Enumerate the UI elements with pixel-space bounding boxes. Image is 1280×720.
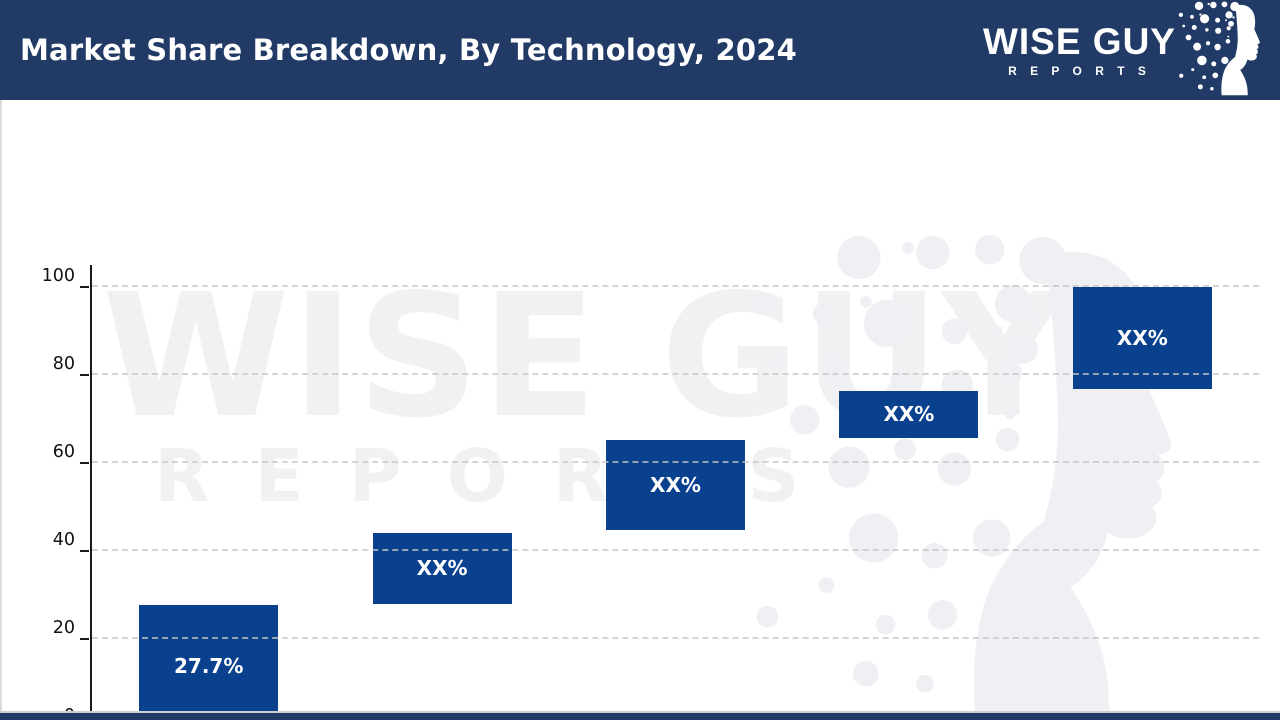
header: Market Share Breakdown, By Technology, 2… (0, 0, 1280, 100)
gridline-y-40 (92, 549, 1259, 551)
ytick-label-40: 40 (52, 530, 75, 550)
head-dots (1178, 1, 1240, 91)
ytick-mark-40 (80, 549, 89, 552)
ytick-mark-80 (80, 373, 89, 376)
bar-magnetic-particle-testing (372, 532, 512, 604)
bar-radiographic-testing (606, 440, 745, 530)
bar-value-label: 27.7% (173, 654, 244, 679)
ytick-label-60: 60 (52, 442, 75, 463)
bar-liquid-penetrant-testing (1072, 287, 1212, 390)
bar-value-label: XX% (416, 556, 468, 581)
gridline-y-80 (92, 373, 1259, 375)
bar-value-label: XX% (883, 402, 935, 427)
bar-ultrasonic-testing (139, 605, 279, 720)
gridline-y-20 (92, 637, 1259, 639)
gridline-y-60 (92, 461, 1259, 463)
brand-head-icon (1178, 0, 1266, 100)
ytick-label-100: 100 (41, 266, 75, 286)
brand-wordmark: WISE GUY R E P O R T S (983, 23, 1176, 77)
bar-value-label: XX% (650, 473, 701, 497)
page-title: Market Share Breakdown, By Technology, 2… (20, 33, 798, 67)
gridline-y-100 (92, 285, 1259, 287)
ytick-mark-60 (80, 461, 89, 465)
ytick-label-80: 80 (52, 354, 75, 374)
bar-value-label: XX% (1116, 326, 1168, 351)
brand-name: WISE GUY (982, 21, 1176, 62)
bar-eddy-current-testing (839, 390, 979, 438)
footer-bar (0, 711, 1280, 720)
ytick-mark-100 (80, 285, 89, 288)
plot: 02040608010027.7%Ultrasonic TestingXX%Ma… (42, 265, 1259, 720)
head-dots (754, 234, 1067, 693)
chart-area: WISE GUY R E P O R T S (0, 100, 1280, 720)
ytick-mark-20 (80, 637, 89, 640)
ytick-label-20: 20 (52, 618, 75, 638)
brand-logo: WISE GUY R E P O R T S (983, 0, 1266, 100)
brand-subname: R E P O R T S (1008, 64, 1151, 78)
head-profile (1221, 4, 1260, 96)
